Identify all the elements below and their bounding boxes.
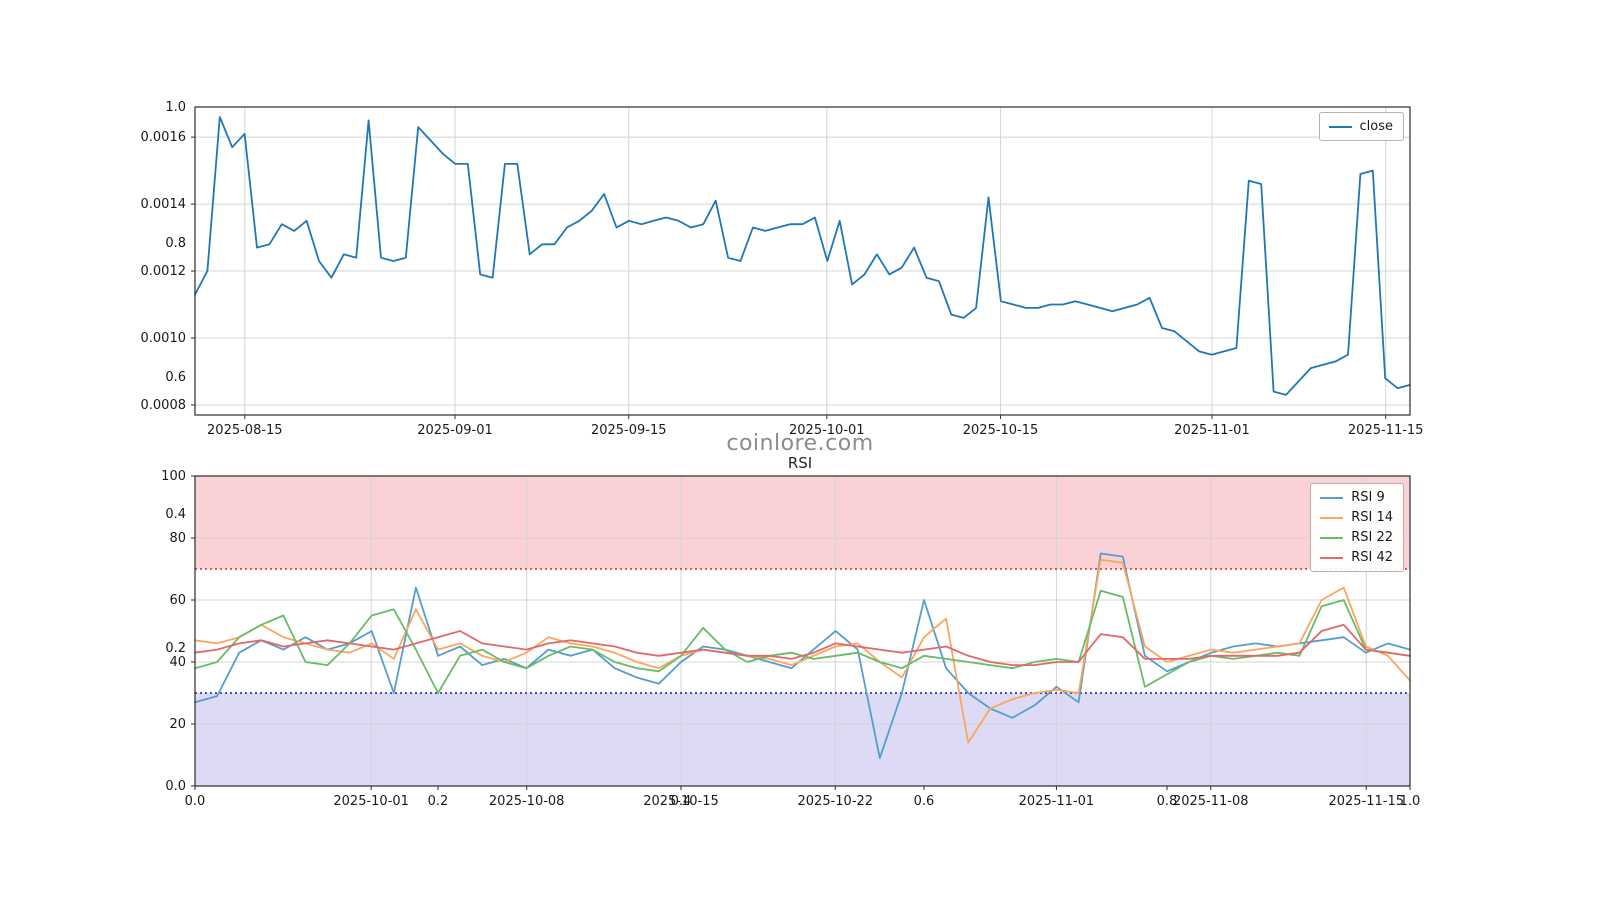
svg-text:0.0016: 0.0016: [141, 130, 187, 145]
svg-text:2025-11-15: 2025-11-15: [1348, 423, 1424, 438]
close-line-swatch: [1328, 125, 1352, 128]
legend-label-rsi-42: RSI 42: [1351, 550, 1393, 565]
legend-item-rsi-42: RSI 42: [1320, 550, 1393, 565]
svg-text:0.0: 0.0: [185, 794, 206, 809]
svg-text:1.0: 1.0: [1400, 794, 1421, 809]
svg-text:0.8: 0.8: [165, 236, 186, 251]
svg-text:40: 40: [169, 655, 186, 670]
svg-text:0.0: 0.0: [165, 779, 186, 794]
rsi-chart-title: RSI: [787, 454, 813, 472]
legend-item-rsi-14: RSI 14: [1320, 510, 1393, 525]
svg-text:2025-09-15: 2025-09-15: [591, 423, 667, 438]
svg-text:2025-11-08: 2025-11-08: [1173, 794, 1249, 809]
svg-text:0.6: 0.6: [914, 794, 935, 809]
svg-text:80: 80: [169, 531, 186, 546]
svg-text:2025-09-01: 2025-09-01: [417, 423, 493, 438]
legend-label-rsi-9: RSI 9: [1351, 490, 1385, 505]
svg-text:0.6: 0.6: [165, 370, 186, 385]
svg-text:2025-11-01: 2025-11-01: [1174, 423, 1250, 438]
legend-item-rsi-9: RSI 9: [1320, 490, 1393, 505]
svg-text:1.0: 1.0: [165, 100, 186, 115]
rsi14-line-swatch: [1320, 516, 1344, 519]
svg-text:2025-10-08: 2025-10-08: [489, 794, 565, 809]
rsi22-line-swatch: [1320, 536, 1344, 539]
rsi42-line-swatch: [1320, 556, 1344, 559]
svg-text:2025-10-22: 2025-10-22: [798, 794, 874, 809]
svg-text:0.2: 0.2: [428, 794, 449, 809]
svg-text:0.8: 0.8: [1157, 794, 1178, 809]
svg-text:2025-10-01: 2025-10-01: [333, 794, 409, 809]
svg-text:2025-10-15: 2025-10-15: [963, 423, 1039, 438]
legend-item-rsi-22: RSI 22: [1320, 530, 1393, 545]
rsi9-line-swatch: [1320, 496, 1344, 499]
svg-text:60: 60: [169, 593, 186, 608]
svg-text:2025-11-01: 2025-11-01: [1019, 794, 1095, 809]
legend-item-close: close: [1328, 119, 1393, 134]
svg-text:0.0010: 0.0010: [141, 331, 187, 346]
svg-text:2025-10-01: 2025-10-01: [789, 423, 865, 438]
svg-text:100: 100: [161, 469, 186, 484]
legend-label-rsi-14: RSI 14: [1351, 510, 1393, 525]
svg-text:2025-10-15: 2025-10-15: [643, 794, 719, 809]
watermark: coinlore.com: [726, 431, 874, 456]
price-legend: close: [1318, 112, 1404, 141]
rsi-legend: RSI 9 RSI 14 RSI 22 RSI 42: [1310, 483, 1404, 572]
svg-text:2025-11-15: 2025-11-15: [1328, 794, 1404, 809]
svg-text:0.0008: 0.0008: [141, 398, 187, 413]
svg-text:2025-08-15: 2025-08-15: [207, 423, 283, 438]
svg-text:0.0014: 0.0014: [141, 197, 187, 212]
legend-label-rsi-22: RSI 22: [1351, 530, 1393, 545]
svg-text:0.0012: 0.0012: [141, 264, 187, 279]
legend-label-close: close: [1359, 119, 1393, 134]
svg-text:0.4: 0.4: [671, 794, 692, 809]
svg-text:0.2: 0.2: [165, 641, 186, 656]
svg-text:20: 20: [169, 717, 186, 732]
svg-text:0.4: 0.4: [165, 507, 186, 522]
